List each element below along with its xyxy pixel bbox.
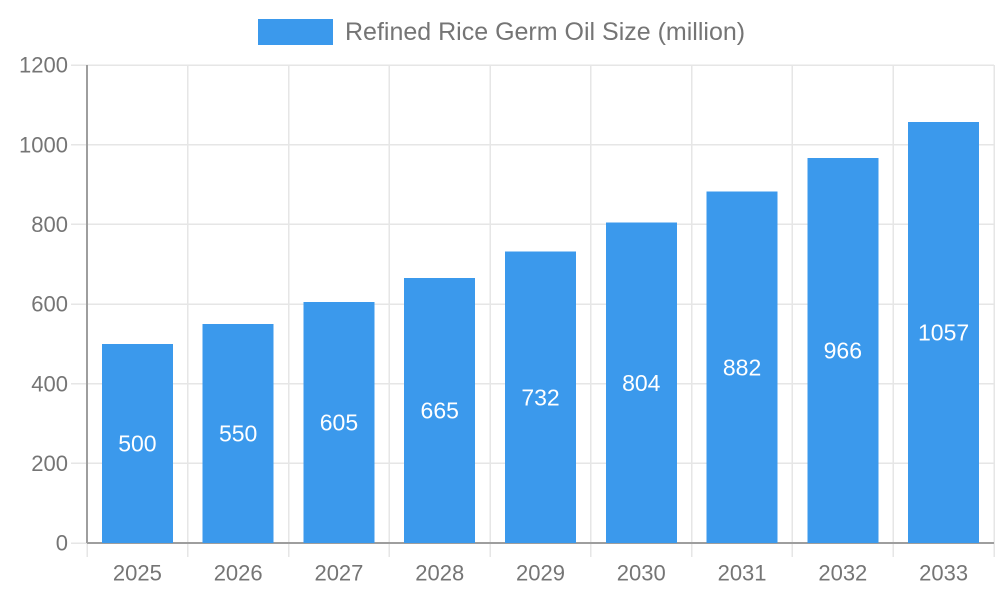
legend-label: Refined Rice Germ Oil Size (million): [345, 18, 746, 46]
y-tick-label: 600: [31, 292, 68, 317]
bar-value-label: 732: [521, 384, 559, 410]
x-tick-label: 2025: [113, 561, 162, 586]
x-tick-label: 2030: [617, 561, 666, 586]
bar-value-label: 804: [622, 370, 661, 396]
y-tick-label: 1200: [19, 53, 68, 78]
bar-value-label: 966: [824, 338, 862, 364]
bar-2029[interactable]: [505, 251, 576, 544]
bar-2033[interactable]: [908, 121, 980, 543]
x-tick-label: 2032: [818, 561, 867, 586]
y-tick-label: 200: [31, 451, 68, 476]
x-tick-label: 2027: [314, 561, 363, 586]
x-tick-label: 2033: [919, 561, 968, 586]
bar-value-label: 1057: [918, 320, 969, 346]
bar-value-label: 665: [421, 398, 459, 424]
legend-item[interactable]: Refined Rice Germ Oil Size (million): [258, 19, 745, 45]
x-tick-label: 2029: [516, 561, 565, 586]
bar-2028[interactable]: [404, 278, 476, 543]
bar-2026[interactable]: [202, 323, 274, 543]
y-tick-label: 1000: [19, 132, 68, 157]
bar-value-label: 605: [320, 410, 358, 436]
legend-swatch: [258, 19, 333, 45]
y-tick-label: 400: [31, 371, 68, 396]
bar-2031[interactable]: [706, 191, 778, 544]
bar-2030[interactable]: [605, 222, 677, 544]
x-tick-label: 2031: [718, 561, 767, 586]
x-tick-label: 2028: [415, 561, 464, 586]
bar-value-label: 500: [118, 430, 156, 456]
x-tick-label: 2026: [214, 561, 263, 586]
bar-2025[interactable]: [101, 343, 173, 543]
y-tick-label: 800: [31, 212, 68, 237]
y-tick-label: 0: [56, 531, 68, 556]
bar-2032[interactable]: [807, 158, 879, 543]
bar-2027[interactable]: [303, 302, 375, 543]
bar-value-label: 550: [219, 421, 257, 447]
bar-value-label: 882: [723, 354, 761, 380]
